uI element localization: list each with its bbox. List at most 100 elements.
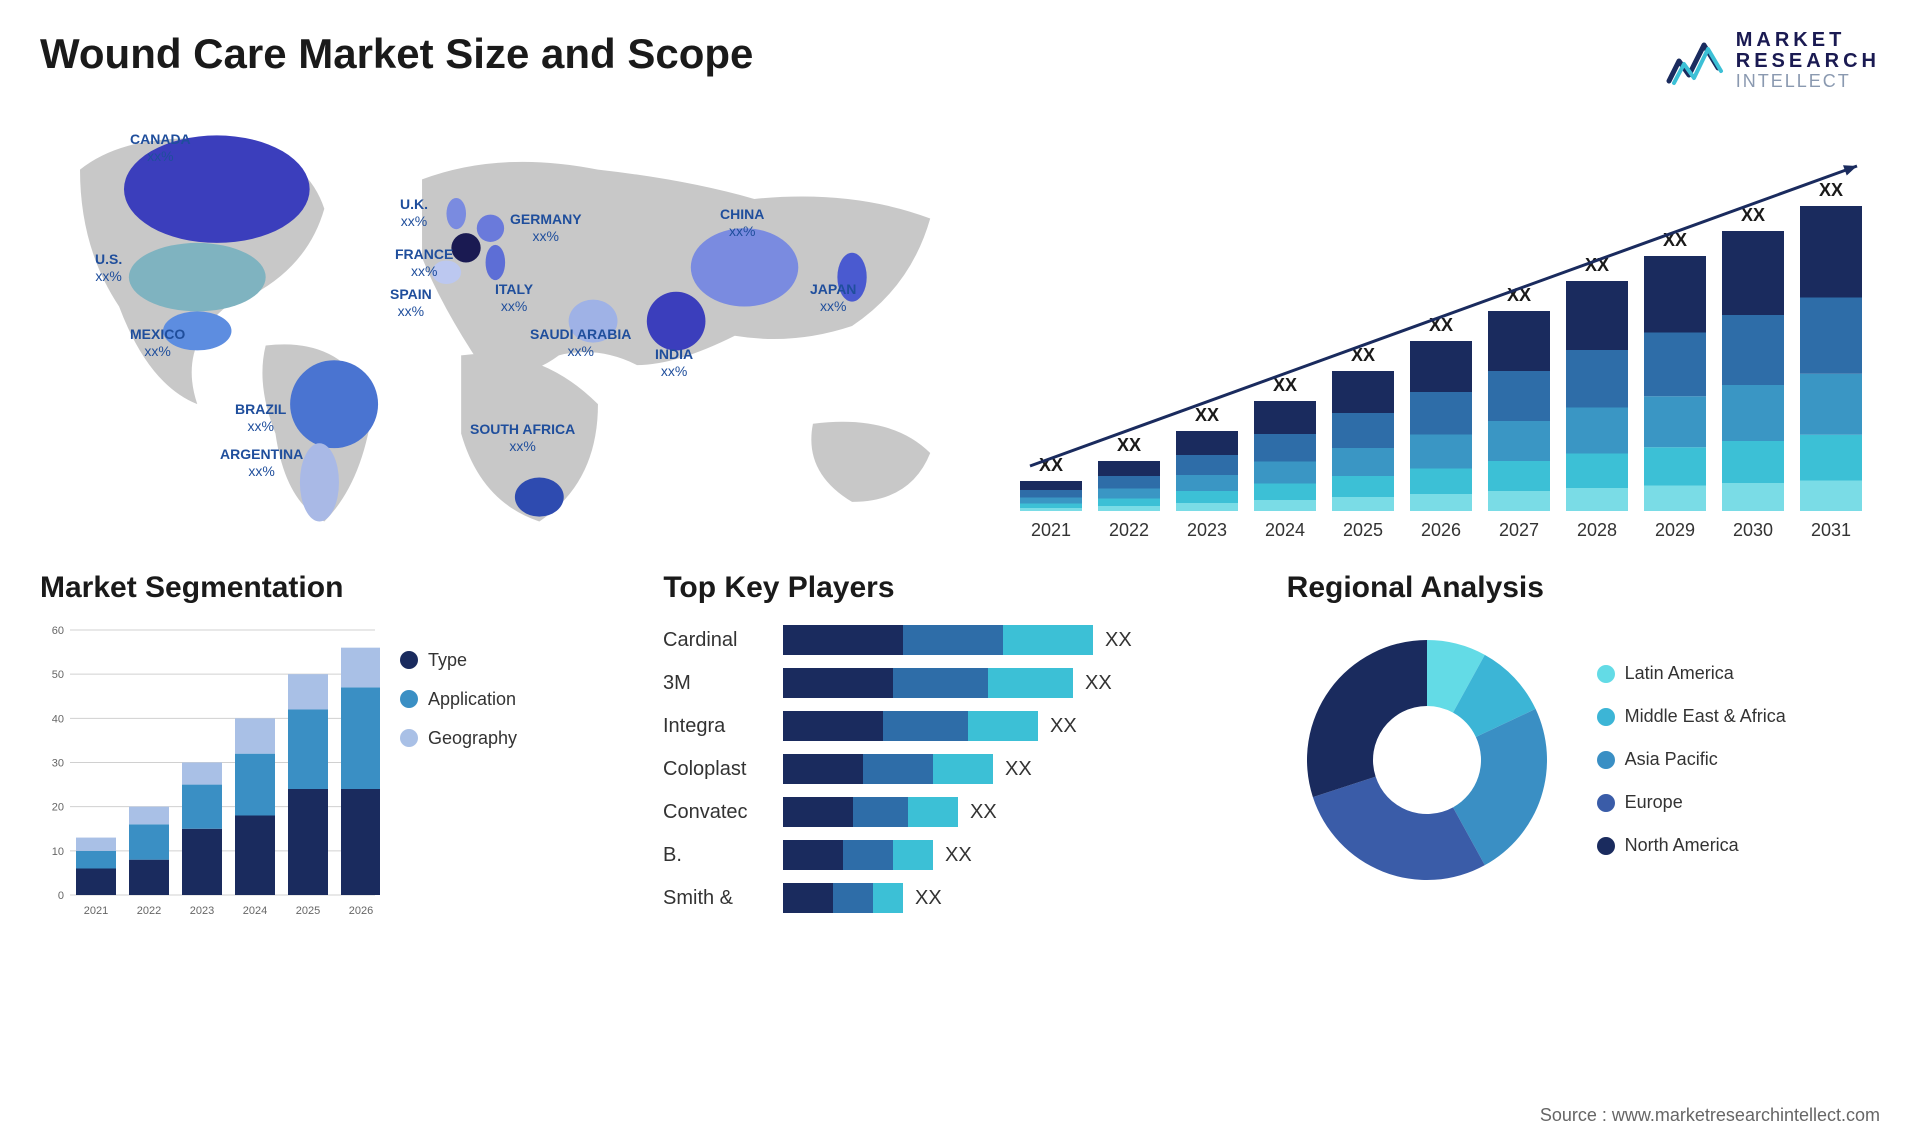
svg-text:2030: 2030 bbox=[1733, 520, 1773, 540]
svg-text:Cardinal: Cardinal bbox=[663, 629, 737, 651]
segmentation-legend-item: Geography bbox=[400, 728, 517, 749]
svg-text:2029: 2029 bbox=[1655, 520, 1695, 540]
market-segmentation-section: Market Segmentation 0 10 20 30 40 50 60 2021 202… bbox=[40, 571, 633, 930]
svg-text:XX: XX bbox=[970, 801, 997, 823]
map-label-italy: ITALYxx% bbox=[495, 281, 533, 315]
svg-text:2021: 2021 bbox=[84, 905, 108, 917]
legend-label: Latin America bbox=[1625, 663, 1734, 684]
map-label-spain: SPAINxx% bbox=[390, 286, 432, 320]
map-label-brazil: BRAZILxx% bbox=[235, 401, 286, 435]
svg-text:XX: XX bbox=[1105, 629, 1132, 651]
legend-swatch bbox=[1597, 708, 1615, 726]
logo-text-2: RESEARCH bbox=[1736, 51, 1880, 72]
svg-text:20: 20 bbox=[52, 802, 64, 814]
segmentation-legend-item: Application bbox=[400, 689, 517, 710]
svg-text:10: 10 bbox=[52, 846, 64, 858]
svg-text:2026: 2026 bbox=[1421, 520, 1461, 540]
svg-text:Coloplast: Coloplast bbox=[663, 758, 747, 780]
growth-bar-chart: XX2021XX2022XX2023XX2024XX2025XX2026XX20… bbox=[1010, 111, 1880, 541]
segmentation-chart-svg: 0102030405060202120222023202420252026 bbox=[40, 620, 380, 920]
map-label-france: FRANCExx% bbox=[395, 246, 453, 280]
svg-text:XX: XX bbox=[1050, 715, 1077, 737]
legend-swatch bbox=[400, 690, 418, 708]
svg-text:2028: 2028 bbox=[1577, 520, 1617, 540]
legend-label: Geography bbox=[428, 728, 517, 749]
regional-legend-item: Middle East & Africa bbox=[1597, 706, 1786, 727]
svg-text:3M: 3M bbox=[663, 672, 691, 694]
page-title: Wound Care Market Size and Scope bbox=[40, 30, 753, 78]
map-label-mexico: MEXICOxx% bbox=[130, 326, 185, 360]
map-label-south-africa: SOUTH AFRICAxx% bbox=[470, 421, 575, 455]
legend-label: Asia Pacific bbox=[1625, 749, 1718, 770]
svg-text:2024: 2024 bbox=[1265, 520, 1305, 540]
svg-text:60: 60 bbox=[52, 625, 64, 637]
segmentation-legend: Type Application Geography bbox=[400, 620, 517, 920]
svg-text:30: 30 bbox=[52, 757, 64, 769]
legend-swatch bbox=[400, 729, 418, 747]
svg-text:2023: 2023 bbox=[1187, 520, 1227, 540]
key-players-section: Top Key Players CardinalXX3MXXIntegraXXC… bbox=[663, 571, 1256, 930]
segmentation-title: Market Segmentation bbox=[40, 571, 633, 605]
map-label-china: CHINAxx% bbox=[720, 206, 764, 240]
svg-text:XX: XX bbox=[945, 844, 972, 866]
brand-logo: MARKET RESEARCH INTELLECT bbox=[1666, 30, 1880, 91]
svg-text:B.: B. bbox=[663, 844, 682, 866]
legend-swatch bbox=[1597, 751, 1615, 769]
svg-text:XX: XX bbox=[915, 887, 942, 909]
legend-label: Middle East & Africa bbox=[1625, 706, 1786, 727]
logo-icon bbox=[1666, 33, 1726, 88]
svg-text:2022: 2022 bbox=[1109, 520, 1149, 540]
map-label-canada: CANADAxx% bbox=[130, 131, 191, 165]
legend-swatch bbox=[1597, 665, 1615, 683]
legend-label: North America bbox=[1625, 835, 1739, 856]
growth-chart-svg: XX2021XX2022XX2023XX2024XX2025XX2026XX20… bbox=[1010, 111, 1880, 541]
svg-text:50: 50 bbox=[52, 669, 64, 681]
key-players-title: Top Key Players bbox=[663, 571, 1256, 605]
legend-swatch bbox=[400, 651, 418, 669]
svg-text:Smith &: Smith & bbox=[663, 887, 734, 909]
svg-text:2027: 2027 bbox=[1499, 520, 1539, 540]
svg-text:2025: 2025 bbox=[1343, 520, 1383, 540]
svg-text:2031: 2031 bbox=[1811, 520, 1851, 540]
map-label-argentina: ARGENTINAxx% bbox=[220, 446, 303, 480]
regional-donut-svg bbox=[1287, 620, 1567, 900]
svg-text:XX: XX bbox=[1819, 180, 1843, 200]
svg-text:2024: 2024 bbox=[243, 905, 267, 917]
svg-text:XX: XX bbox=[1005, 758, 1032, 780]
map-label-u-s-: U.S.xx% bbox=[95, 251, 122, 285]
map-label-japan: JAPANxx% bbox=[810, 281, 856, 315]
svg-text:2022: 2022 bbox=[137, 905, 161, 917]
svg-text:0: 0 bbox=[58, 890, 64, 902]
regional-analysis-section: Regional Analysis Latin America Middle Ea… bbox=[1287, 571, 1880, 930]
map-label-germany: GERMANYxx% bbox=[510, 211, 582, 245]
regional-title: Regional Analysis bbox=[1287, 571, 1880, 605]
svg-text:XX: XX bbox=[1085, 672, 1112, 694]
logo-text-1: MARKET bbox=[1736, 30, 1880, 51]
map-label-india: INDIAxx% bbox=[655, 346, 693, 380]
legend-label: Application bbox=[428, 689, 516, 710]
logo-text-3: INTELLECT bbox=[1736, 72, 1880, 91]
legend-label: Type bbox=[428, 650, 467, 671]
regional-legend-item: Europe bbox=[1597, 792, 1786, 813]
regional-legend-item: Asia Pacific bbox=[1597, 749, 1786, 770]
svg-text:40: 40 bbox=[52, 713, 64, 725]
svg-text:Integra: Integra bbox=[663, 715, 726, 737]
legend-swatch bbox=[1597, 837, 1615, 855]
svg-text:XX: XX bbox=[1195, 405, 1219, 425]
key-players-chart-svg: Cardinal XX 3M XX Integra XX Coloplast XX Convat… bbox=[663, 620, 1203, 930]
svg-text:2026: 2026 bbox=[349, 905, 373, 917]
svg-text:2023: 2023 bbox=[190, 905, 214, 917]
regional-legend-item: Latin America bbox=[1597, 663, 1786, 684]
svg-text:Convatec: Convatec bbox=[663, 801, 748, 823]
svg-text:XX: XX bbox=[1117, 435, 1141, 455]
world-map: CANADAxx% U.S.xx% MEXICOxx% BRAZILxx% ARGENT… bbox=[40, 111, 980, 541]
map-label-saudi-arabia: SAUDI ARABIAxx% bbox=[530, 326, 631, 360]
source-attribution: Source : www.marketresearchintellect.com bbox=[1540, 1105, 1880, 1126]
regional-legend-item: North America bbox=[1597, 835, 1786, 856]
regional-legend: Latin America Middle East & Africa Asia Pa… bbox=[1597, 663, 1786, 856]
svg-text:2021: 2021 bbox=[1031, 520, 1071, 540]
legend-label: Europe bbox=[1625, 792, 1683, 813]
legend-swatch bbox=[1597, 794, 1615, 812]
segmentation-legend-item: Type bbox=[400, 650, 517, 671]
map-label-u-k-: U.K.xx% bbox=[400, 196, 428, 230]
